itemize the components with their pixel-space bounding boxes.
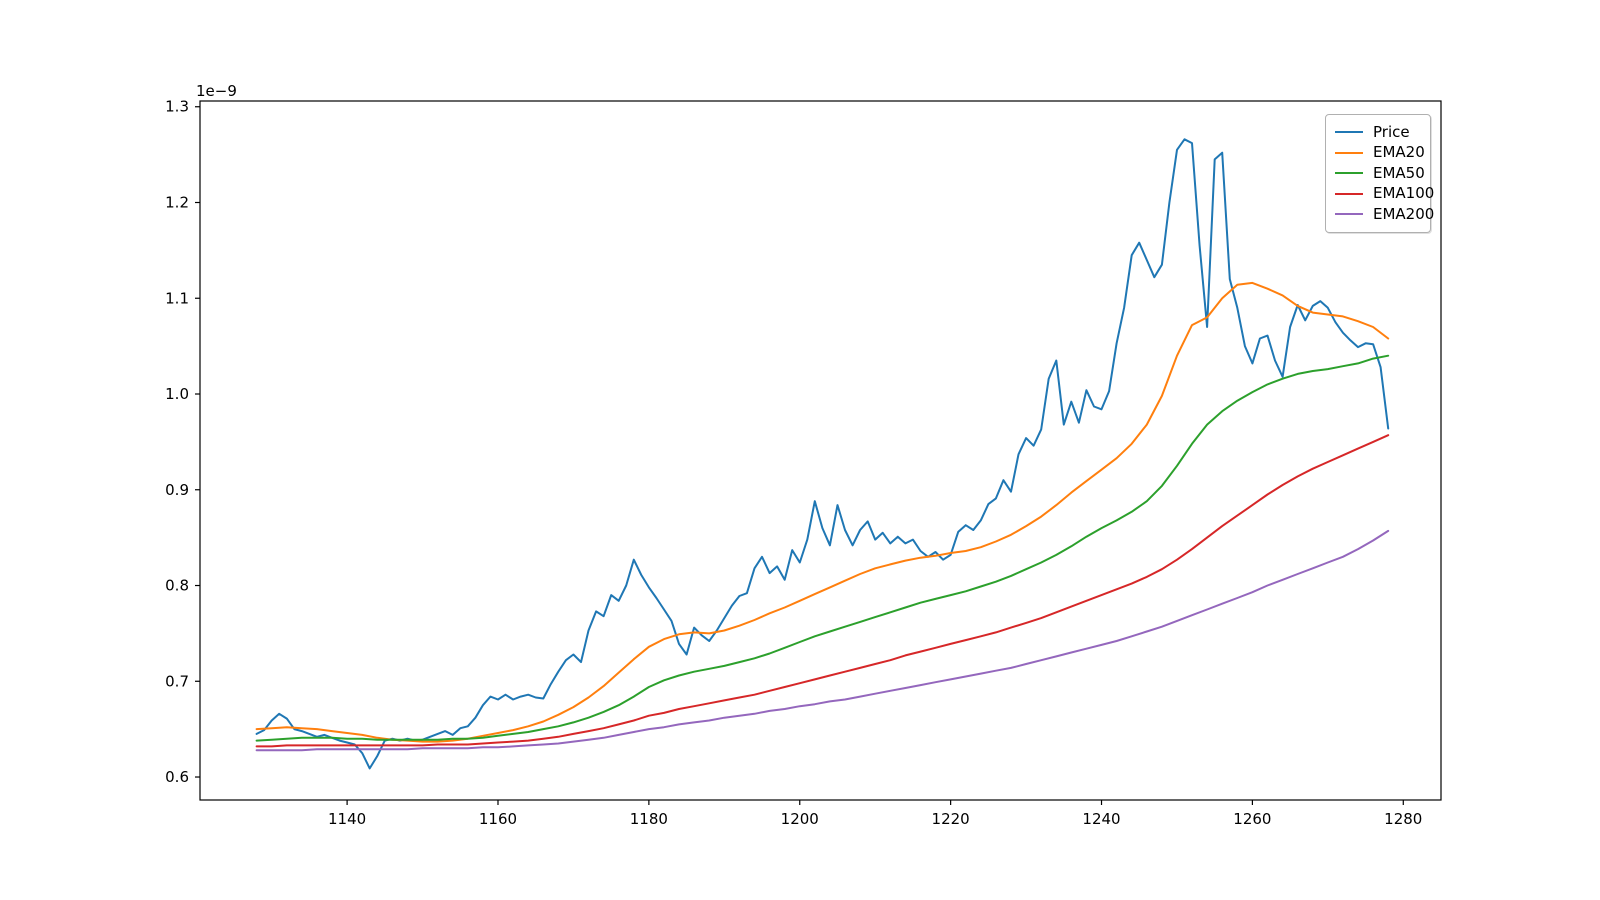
legend-line-icon [1335,151,1363,154]
legend-label: EMA100 [1373,184,1435,203]
legend-line-icon [1335,131,1363,134]
y-axis: 0.6 0.7 0.8 0.9 1.0 1.1 1.2 1.3 [165,98,200,786]
series-line-ema50 [255,354,1390,742]
plot-area [255,138,1390,770]
y-tick-label: 1.0 [165,385,189,403]
legend-label: EMA20 [1373,143,1425,162]
legend-item-ema20: EMA20 [1335,143,1425,164]
x-tick-label: 1140 [328,810,366,828]
x-tick-label: 1160 [479,810,517,828]
series-line-price [255,138,1390,770]
y-tick-label: 0.9 [165,481,189,499]
x-axis: 1140 1160 1180 1200 1220 1240 1260 1280 [328,800,1422,828]
y-tick-label: 0.6 [165,768,189,786]
series-line-ema20 [255,281,1390,743]
plot-border [199,100,1442,801]
legend-item-ema50: EMA50 [1335,163,1425,184]
legend: Price EMA20 EMA50 EMA100 EMA200 [1325,114,1434,233]
y-axis-scale-label: 1e−9 [196,82,237,100]
legend-item-price: Price [1335,122,1421,143]
legend-item-ema100: EMA100 [1335,184,1434,205]
y-tick-label: 1.1 [165,289,189,307]
legend-line-icon [1335,213,1363,216]
series-line-ema200 [255,529,1390,752]
x-tick-label: 1200 [781,810,819,828]
x-tick-label: 1220 [932,810,970,828]
axes-frame [199,100,1442,801]
x-tick-label: 1260 [1233,810,1271,828]
legend-label: EMA200 [1373,204,1435,223]
legend-label: Price [1373,122,1410,141]
legend-line-icon [1335,192,1363,195]
x-tick-label: 1180 [630,810,668,828]
legend-line-icon [1335,172,1363,175]
x-tick-label: 1240 [1082,810,1120,828]
x-tick-label: 1280 [1384,810,1422,828]
y-tick-label: 0.8 [165,577,189,595]
series-line-ema100 [255,434,1390,748]
legend-item-ema200: EMA200 [1335,204,1434,225]
y-tick-label: 1.3 [165,98,189,116]
y-tick-label: 1.2 [165,193,189,211]
legend-label: EMA50 [1373,163,1425,182]
y-tick-label: 0.7 [165,672,189,690]
